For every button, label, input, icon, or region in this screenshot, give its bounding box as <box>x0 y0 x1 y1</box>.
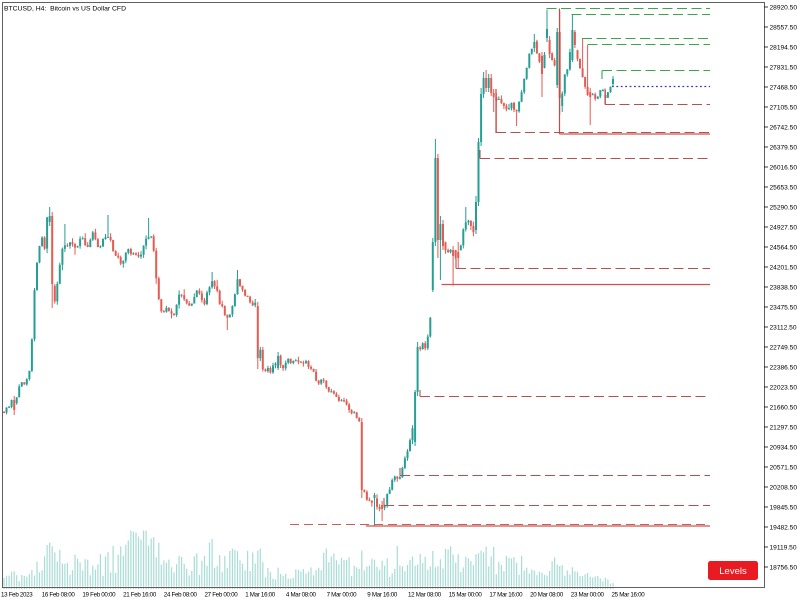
svg-text:19482.50: 19482.50 <box>770 525 798 532</box>
svg-text:20 Mar 08:00: 20 Mar 08:00 <box>530 592 564 599</box>
svg-text:23475.50: 23475.50 <box>770 305 798 312</box>
svg-text:26379.50: 26379.50 <box>770 145 798 152</box>
svg-text:27 Feb 00:00: 27 Feb 00:00 <box>205 592 239 599</box>
svg-text:17 Mar 16:00: 17 Mar 16:00 <box>489 592 523 599</box>
svg-text:22386.50: 22386.50 <box>770 365 798 372</box>
svg-text:19 Feb 00:00: 19 Feb 00:00 <box>82 592 116 599</box>
svg-text:25653.50: 25653.50 <box>770 185 798 192</box>
svg-text:7 Mar 00:00: 7 Mar 00:00 <box>327 592 358 599</box>
svg-text:13 Feb 2023: 13 Feb 2023 <box>1 592 33 599</box>
svg-text:27105.50: 27105.50 <box>770 105 798 112</box>
svg-text:22023.50: 22023.50 <box>770 385 798 392</box>
svg-text:4 Mar 08:00: 4 Mar 08:00 <box>286 592 317 599</box>
svg-text:15 Mar 00:00: 15 Mar 00:00 <box>449 592 483 599</box>
svg-text:24201.50: 24201.50 <box>770 265 798 272</box>
svg-text:24927.50: 24927.50 <box>770 225 798 232</box>
svg-text:19845.50: 19845.50 <box>770 505 798 512</box>
svg-text:24564.50: 24564.50 <box>770 245 798 252</box>
svg-text:23838.50: 23838.50 <box>770 285 798 292</box>
svg-text:12 Mar 08:00: 12 Mar 08:00 <box>408 592 442 599</box>
svg-text:1 Mar 16:00: 1 Mar 16:00 <box>245 592 276 599</box>
svg-text:16 Feb 08:00: 16 Feb 08:00 <box>42 592 76 599</box>
svg-text:21660.50: 21660.50 <box>770 405 798 412</box>
svg-text:9 Mar 16:00: 9 Mar 16:00 <box>367 592 398 599</box>
svg-text:Levels: Levels <box>719 566 747 577</box>
svg-text:25290.50: 25290.50 <box>770 205 798 212</box>
svg-text:21297.50: 21297.50 <box>770 425 798 432</box>
svg-text:24 Feb 08:00: 24 Feb 08:00 <box>164 592 198 599</box>
svg-text:19119.50: 19119.50 <box>770 545 797 552</box>
svg-text:18756.50: 18756.50 <box>770 565 798 572</box>
svg-text:26742.50: 26742.50 <box>770 125 798 132</box>
svg-text:20571.50: 20571.50 <box>770 465 798 472</box>
svg-text:BTCUSD, H4: Bitcoin vs US Dol: BTCUSD, H4: Bitcoin vs US Dollar CFD <box>4 6 126 13</box>
svg-text:28557.50: 28557.50 <box>770 25 798 32</box>
svg-text:20934.50: 20934.50 <box>770 445 798 452</box>
svg-text:21 Feb 16:00: 21 Feb 16:00 <box>123 592 157 599</box>
svg-text:28920.50: 28920.50 <box>770 5 798 12</box>
svg-text:22749.50: 22749.50 <box>770 345 798 352</box>
svg-text:20208.50: 20208.50 <box>770 485 798 492</box>
svg-text:27831.50: 27831.50 <box>770 65 798 72</box>
svg-text:27468.50: 27468.50 <box>770 85 798 92</box>
svg-text:26016.50: 26016.50 <box>770 165 798 172</box>
svg-text:28194.50: 28194.50 <box>770 45 798 52</box>
svg-text:25 Mar 16:00: 25 Mar 16:00 <box>612 592 646 599</box>
svg-text:23112.50: 23112.50 <box>770 325 797 332</box>
svg-text:23 Mar 00:00: 23 Mar 00:00 <box>571 592 605 599</box>
